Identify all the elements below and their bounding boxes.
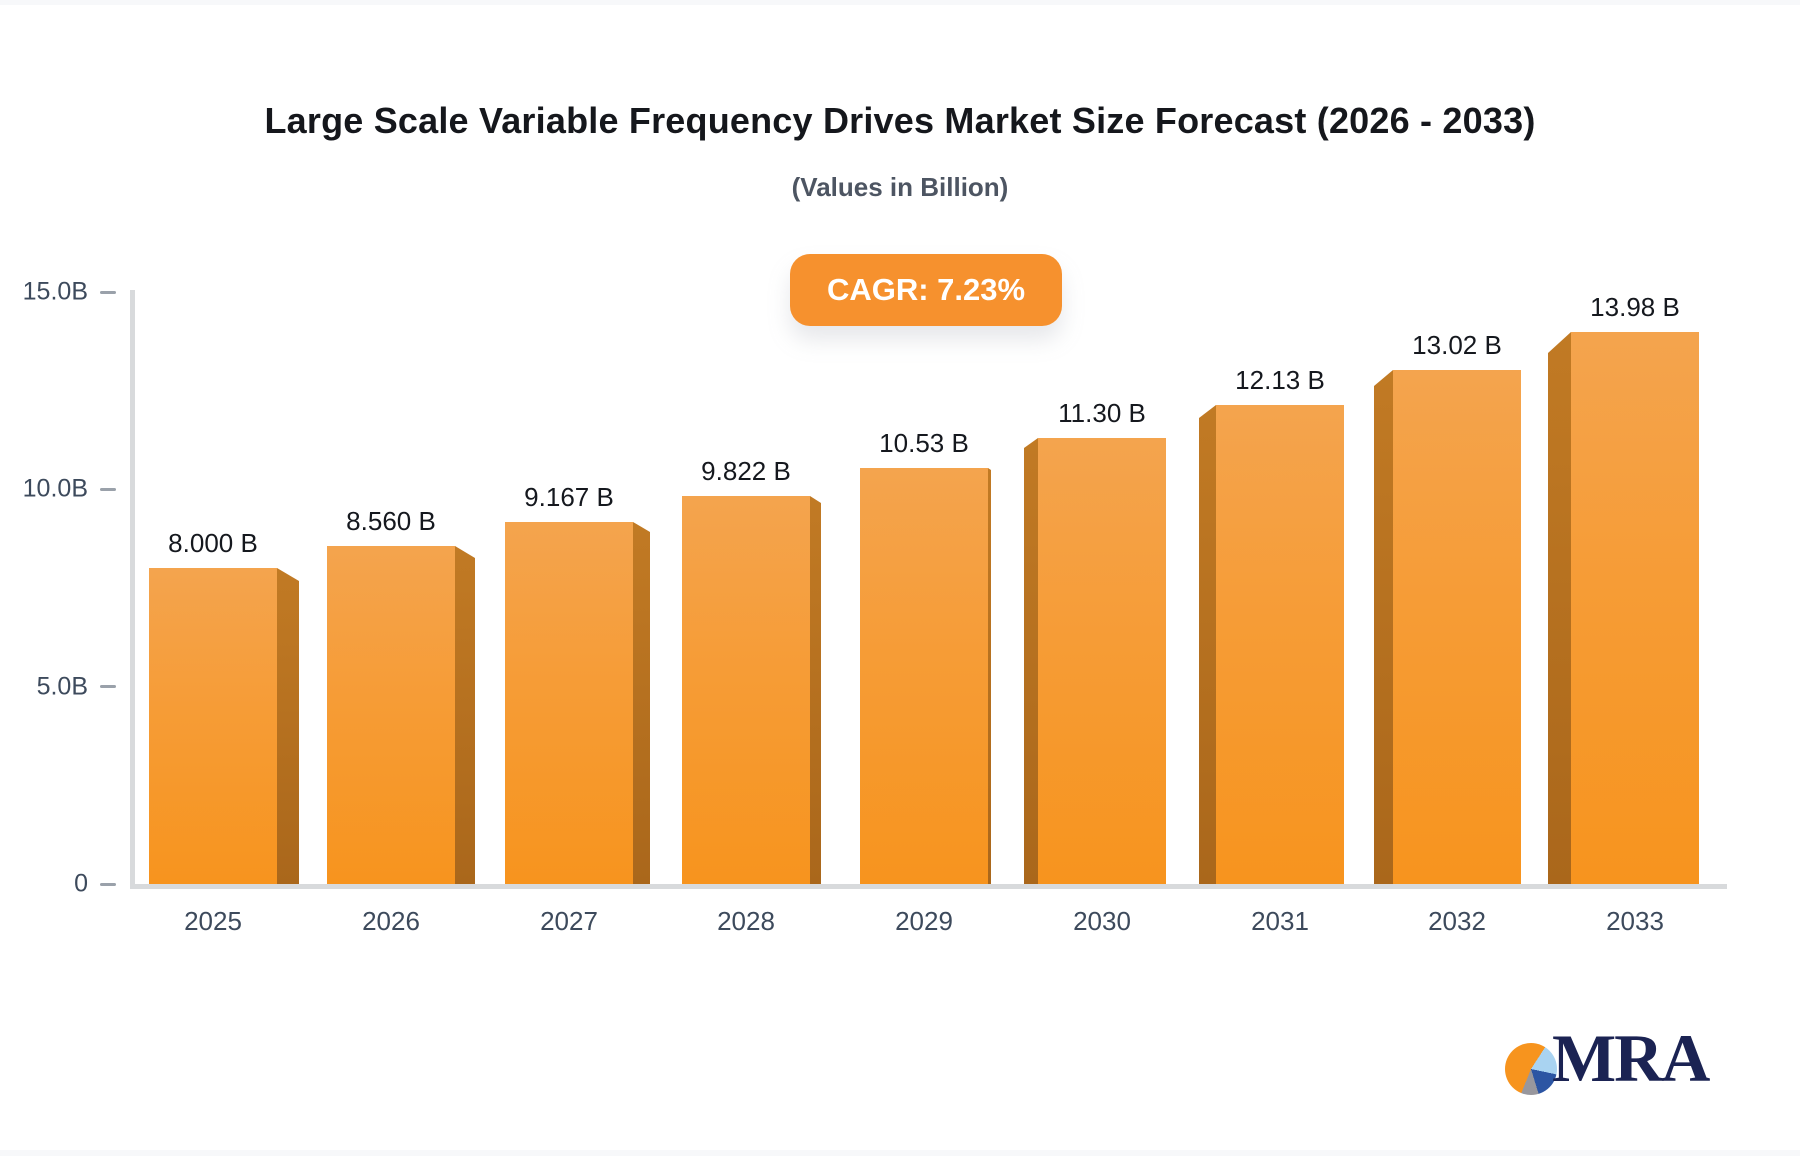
x-axis-label: 2025 [184, 906, 242, 936]
x-axis-label: 2029 [895, 906, 953, 936]
x-axis-baseline [130, 884, 1727, 889]
bar-2030 [1038, 438, 1166, 884]
y-tick-label: 5.0B [36, 672, 88, 701]
x-axis-label: 2033 [1606, 906, 1664, 936]
bar-2031 [1216, 405, 1344, 884]
bar-2033 [1571, 332, 1699, 884]
bar-value-label: 13.98 B [1590, 292, 1680, 322]
bar-value-label: 9.167 B [524, 482, 614, 512]
bar-2027 [505, 522, 633, 884]
bar-side-face [1024, 438, 1038, 884]
bar-side-face [277, 568, 299, 884]
page-subtitle: (Values in Billion) [791, 172, 1009, 202]
bar-2026 [327, 546, 455, 884]
page-title: Large Scale Variable Frequency Drives Ma… [264, 100, 1536, 141]
bar-value-label: 9.822 B [701, 456, 791, 486]
cagr-badge: CAGR: 7.23% [790, 254, 1062, 326]
bar-side-face [1548, 332, 1571, 884]
x-axis-label: 2032 [1428, 906, 1486, 936]
bar-side-face [1199, 405, 1216, 884]
bar-side-face [988, 468, 991, 884]
bar-value-label: 10.53 B [879, 428, 969, 458]
bar-side-face [455, 546, 475, 884]
bar-value-label: 12.13 B [1235, 365, 1325, 395]
bottom-edge-strip [0, 1150, 1800, 1156]
y-tick [100, 487, 116, 491]
top-edge-strip [0, 0, 1800, 5]
bar-2028 [682, 496, 810, 884]
x-axis-label: 2026 [362, 906, 420, 936]
bar-side-face [810, 496, 821, 884]
bar-value-label: 13.02 B [1412, 330, 1502, 360]
y-tick [100, 685, 116, 689]
y-tick [100, 882, 116, 886]
x-axis-label: 2031 [1251, 906, 1309, 936]
y-tick-label: 15.0B [22, 277, 88, 306]
bar-2025 [149, 568, 277, 884]
x-axis-label: 2027 [540, 906, 598, 936]
bar-value-label: 8.560 B [346, 506, 436, 536]
bar-2029 [860, 468, 988, 884]
logo-text: MRA [1552, 1020, 1710, 1096]
y-tick [100, 290, 116, 294]
x-axis-label: 2030 [1073, 906, 1131, 936]
y-tick-label: 10.0B [22, 474, 88, 503]
y-axis-line [130, 290, 135, 889]
bar-side-face [633, 522, 650, 884]
y-tick-label: 0 [74, 869, 88, 898]
bar-2032 [1393, 370, 1521, 884]
bar-side-face [1374, 370, 1393, 884]
x-axis-label: 2028 [717, 906, 775, 936]
pie-chart-icon [1505, 1043, 1557, 1095]
brand-logo: MRA [1505, 1022, 1725, 1106]
bar-value-label: 8.000 B [168, 528, 258, 558]
bar-value-label: 11.30 B [1058, 398, 1146, 428]
